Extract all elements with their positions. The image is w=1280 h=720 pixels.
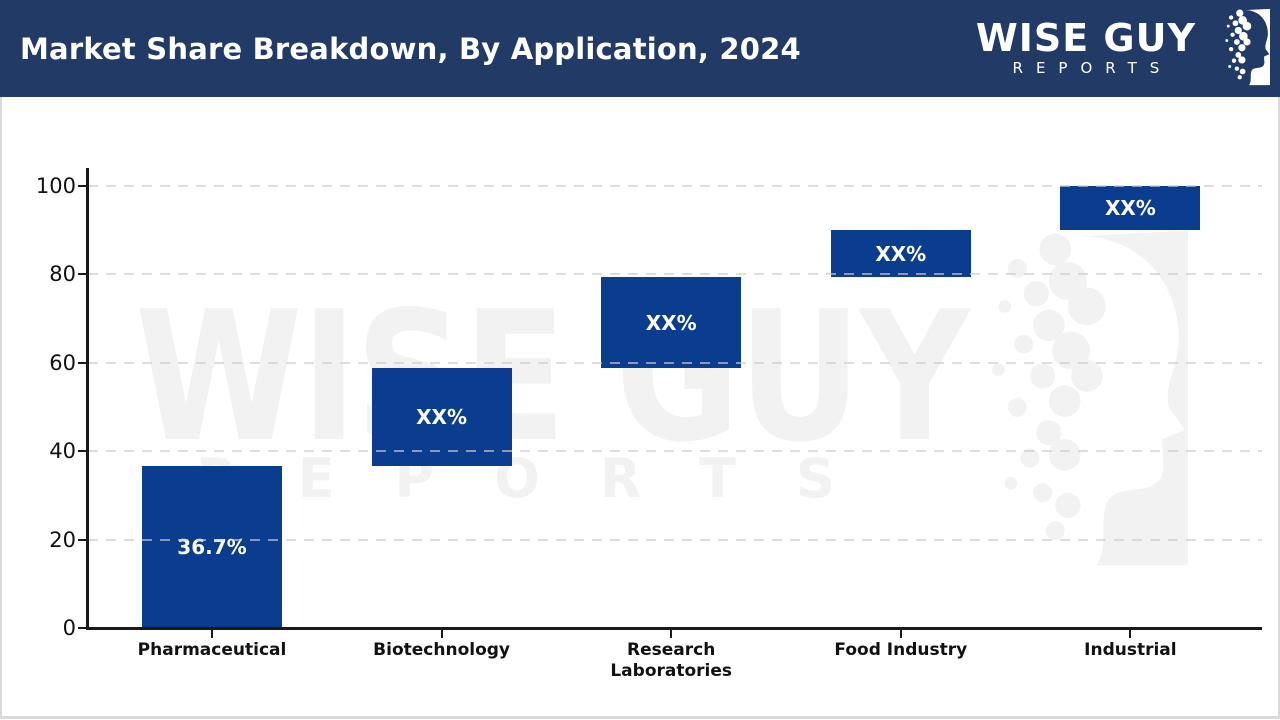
- gridline-60: [88, 361, 1262, 364]
- header-bar: Market Share Breakdown, By Application, …: [0, 0, 1280, 97]
- wiseguy-logo: WISE GUY REPORTS: [976, 4, 1270, 90]
- gridline-20: [88, 538, 1262, 541]
- y-tick-label-0: 0: [62, 616, 76, 640]
- y-tick-mark-100: [78, 185, 86, 187]
- bottom-rule: [0, 716, 1280, 719]
- category-label-4: Food Industry: [834, 640, 968, 660]
- category-label-5: Industrial: [1084, 640, 1177, 660]
- x-axis-line: [86, 627, 1262, 630]
- watermark-face-icon: [992, 230, 1188, 566]
- bar-value-label-5: XX%: [1104, 196, 1156, 221]
- y-tick-mark-60: [78, 361, 86, 364]
- x-tick-mark-3: [670, 630, 673, 638]
- y-tick-label-60: 60: [49, 350, 76, 375]
- watermark-wordmark: WISE GUY: [135, 272, 970, 482]
- y-tick-mark-80: [78, 273, 86, 276]
- x-tick-mark-4: [899, 630, 902, 638]
- bar-4: XX%: [830, 230, 971, 278]
- bar-2: XX%: [371, 368, 512, 466]
- bar-5: XX%: [1060, 186, 1201, 231]
- logo-wordmark: WISE GUY: [975, 15, 1196, 60]
- x-tick-mark-5: [1129, 630, 1132, 638]
- y-tick-mark-40: [78, 450, 86, 453]
- watermark-subtitle: REPORTS: [196, 447, 895, 510]
- bar-1: 36.7%: [142, 465, 282, 628]
- category-label-3: Research Laboratories: [610, 640, 733, 681]
- wiseguy-face-icon: [1225, 8, 1270, 86]
- bar-value-label-2: XX%: [416, 404, 468, 429]
- y-tick-mark-20: [78, 538, 86, 541]
- y-tick-label-80: 80: [49, 262, 76, 287]
- y-axis-line: [86, 168, 89, 630]
- bar-3: XX%: [601, 277, 742, 369]
- bar-value-label-3: XX%: [645, 310, 697, 335]
- gridline-80: [88, 273, 1262, 276]
- bar-value-label-4: XX%: [875, 241, 927, 266]
- category-label-2: Biotechnology: [373, 640, 511, 660]
- y-tick-label-100: 100: [35, 174, 76, 198]
- gridline-100: [88, 185, 1262, 187]
- y-tick-label-40: 40: [49, 439, 76, 464]
- y-tick-mark-0: [78, 627, 86, 629]
- y-tick-label-20: 20: [49, 527, 76, 552]
- x-tick-mark-2: [440, 630, 443, 638]
- page-title: Market Share Breakdown, By Application, …: [20, 31, 801, 66]
- x-tick-mark-1: [211, 630, 213, 638]
- wiseguy-logo-text: WISE GUY REPORTS: [976, 19, 1196, 76]
- logo-subtitle: REPORTS: [1012, 58, 1173, 77]
- gridline-40: [88, 450, 1262, 453]
- category-label-1: Pharmaceutical: [137, 640, 287, 660]
